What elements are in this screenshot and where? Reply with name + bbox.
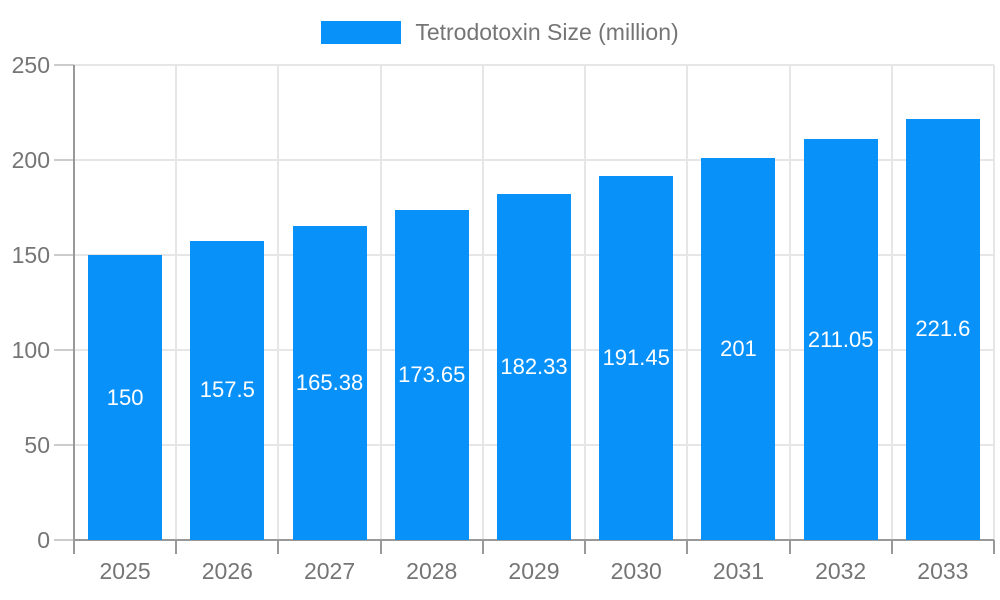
bar-value-label: 182.33	[500, 353, 568, 379]
bar-2031[interactable]	[701, 158, 776, 540]
x-axis-tick	[686, 540, 689, 554]
y-axis-tick	[54, 159, 74, 161]
bar-value-label: 157.5	[199, 377, 255, 403]
x-axis-tick	[175, 540, 178, 554]
bar-2030[interactable]	[599, 176, 674, 540]
bar-value-label: 211.05	[807, 326, 874, 352]
y-axis-line	[73, 65, 75, 554]
y-tick-label: 250	[11, 52, 50, 78]
y-tick-label: 100	[11, 337, 50, 363]
v-gridline	[890, 65, 893, 540]
x-axis-tick	[788, 540, 791, 554]
x-axis-tick	[890, 540, 893, 554]
x-tick-label: 2030	[610, 558, 662, 584]
y-axis-tick	[54, 349, 74, 351]
chart-legend[interactable]: Tetrodotoxin Size (million)	[0, 16, 1000, 48]
plot-area: 150 157.5 165.38 173.65 182.33 191.45 201 211.0…	[54, 64, 995, 554]
v-gridline	[993, 65, 995, 540]
y-axis-tick	[54, 444, 74, 446]
legend-swatch	[321, 20, 402, 44]
x-tick-label: 2026	[201, 558, 253, 584]
bar-value-label: 165.38	[295, 369, 364, 395]
x-axis-tick	[481, 540, 484, 554]
v-gridline	[277, 65, 280, 540]
x-axis-line	[74, 539, 994, 541]
v-gridline	[584, 65, 587, 540]
bar-2032[interactable]	[803, 139, 878, 540]
y-axis-tick	[54, 254, 74, 256]
x-axis-tick	[993, 540, 995, 554]
bar-value-label: 221.6	[915, 316, 971, 342]
x-tick-label: 2027	[303, 558, 356, 584]
y-tick-label: 150	[11, 242, 50, 268]
y-axis-tick	[54, 539, 74, 541]
v-gridline	[788, 65, 791, 540]
v-gridline	[175, 65, 178, 540]
x-tick-label: 2032	[815, 558, 867, 584]
legend-label: Tetrodotoxin Size (million)	[415, 19, 679, 45]
bar-2033[interactable]	[905, 118, 980, 540]
h-gridline	[74, 159, 994, 161]
x-axis-tick	[584, 540, 587, 554]
bar-2025[interactable]	[88, 255, 163, 540]
bar-2026[interactable]	[190, 240, 265, 540]
x-axis-tick	[277, 540, 280, 554]
bar-value-label: 150	[106, 384, 144, 410]
bar-2028[interactable]	[394, 210, 469, 540]
bar-value-label: 173.65	[398, 362, 466, 388]
y-tick-label: 200	[11, 147, 50, 173]
x-axis-tick	[379, 540, 382, 554]
x-tick-label: 2031	[712, 558, 765, 584]
h-gridline	[74, 64, 994, 66]
x-tick-label: 2033	[917, 558, 969, 584]
y-tick-label: 0	[37, 527, 50, 553]
y-axis-tick	[54, 64, 74, 66]
v-gridline	[379, 65, 382, 540]
x-tick-label: 2029	[508, 558, 560, 584]
bar-2029[interactable]	[497, 193, 571, 540]
v-gridline	[686, 65, 689, 540]
bar-2027[interactable]	[292, 225, 367, 540]
x-tick-label: 2028	[406, 558, 458, 584]
bar-value-label: 191.45	[602, 345, 670, 371]
y-tick-label: 50	[24, 432, 50, 458]
x-tick-label: 2025	[99, 558, 151, 584]
bar-value-label: 201	[720, 336, 757, 362]
v-gridline	[481, 65, 484, 540]
